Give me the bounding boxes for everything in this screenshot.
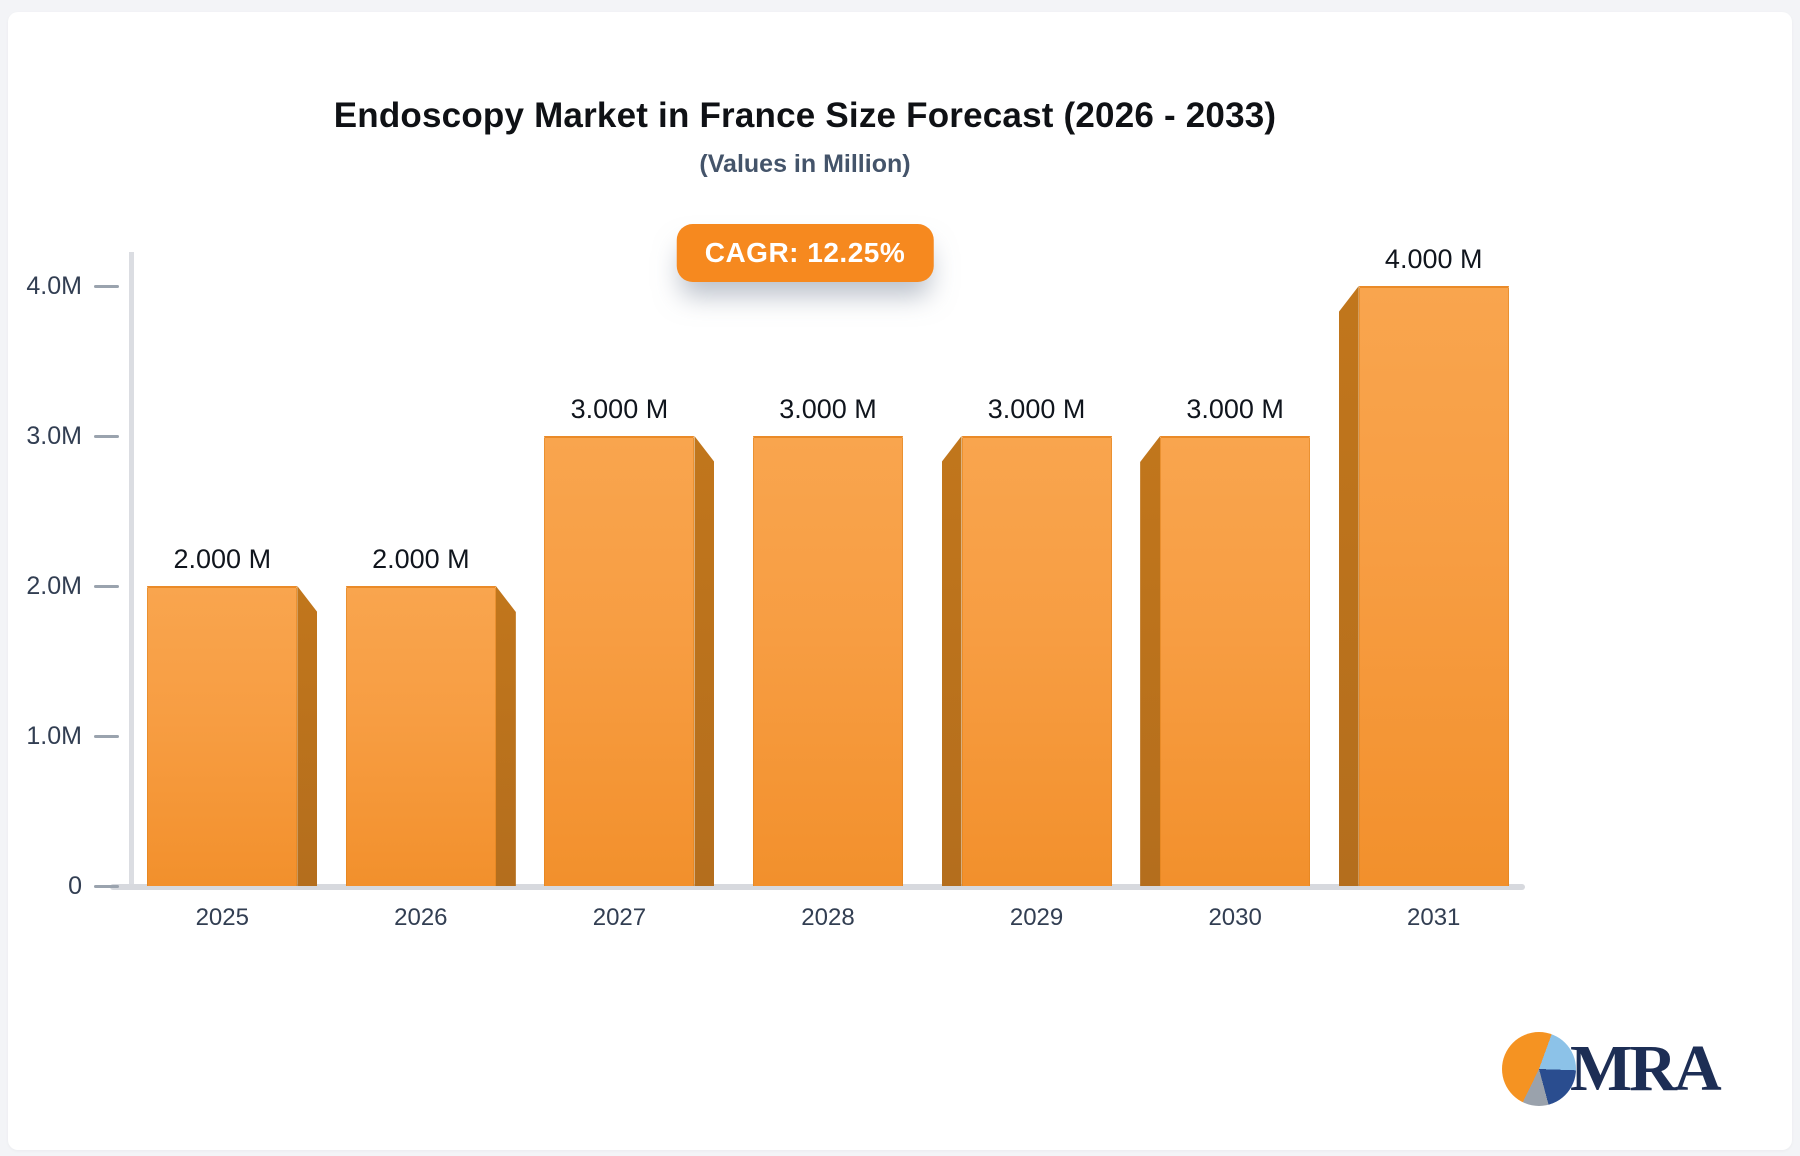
bar-3d-shade-2030 bbox=[1140, 436, 1161, 886]
x-tick-label-2025: 2025 bbox=[195, 904, 249, 931]
x-tick-label-2028: 2028 bbox=[801, 904, 855, 931]
bar-value-label-2031: 4.000 M bbox=[1384, 244, 1483, 274]
x-tick-label-2026: 2026 bbox=[394, 904, 448, 931]
x-tick-label-2027: 2027 bbox=[592, 904, 647, 931]
bar-value-label-2029: 3.000 M bbox=[987, 394, 1086, 424]
y-axis-line bbox=[129, 252, 134, 890]
bar-3d-shade-2031 bbox=[1338, 286, 1359, 886]
bar-2031 bbox=[1358, 286, 1509, 886]
chart-subtitle: (Values in Million) bbox=[699, 150, 911, 178]
mra-logo: MRA bbox=[1502, 1032, 1722, 1106]
chart-title: Endoscopy Market in France Size Forecast… bbox=[333, 96, 1277, 135]
bar-2026 bbox=[345, 586, 496, 886]
y-tick-label: 1.0M bbox=[26, 722, 82, 750]
pie-chart-logo-icon bbox=[1502, 1032, 1576, 1106]
x-tick-label-2031: 2031 bbox=[1407, 904, 1461, 931]
bar-2030 bbox=[1160, 436, 1311, 886]
bar-value-label-2026: 2.000 M bbox=[372, 544, 470, 574]
bar-3d-shade-2026 bbox=[495, 586, 516, 886]
bar-2027 bbox=[544, 436, 695, 886]
bar-2025 bbox=[147, 586, 298, 886]
bar-value-label-2028: 3.000 M bbox=[779, 394, 877, 424]
bar-2029 bbox=[961, 436, 1112, 886]
y-tick-label: 4.0M bbox=[26, 272, 82, 300]
x-tick-label-2030: 2030 bbox=[1208, 904, 1262, 931]
y-tick-label: 2.0M bbox=[26, 572, 82, 600]
y-tick-dash bbox=[94, 284, 119, 288]
bar-3d-shade-2027 bbox=[694, 436, 715, 886]
bar-3d-shade-2029 bbox=[941, 436, 962, 886]
y-tick-dash bbox=[94, 434, 119, 438]
bar-value-label-2027: 3.000 M bbox=[570, 394, 669, 424]
x-axis-line bbox=[110, 884, 1525, 890]
x-tick-label-2029: 2029 bbox=[1009, 904, 1064, 931]
bar-value-label-2025: 2.000 M bbox=[173, 544, 272, 574]
y-tick-dash bbox=[94, 584, 119, 588]
y-tick-dash bbox=[94, 884, 119, 888]
logo-text: MRA bbox=[1570, 1032, 1722, 1105]
cagr-badge: CAGR: 12.25% bbox=[676, 224, 934, 282]
bar-3d-shade-2025 bbox=[297, 586, 318, 886]
y-tick-label: 0 bbox=[68, 872, 82, 900]
y-tick-label: 3.0M bbox=[26, 422, 82, 450]
bar-value-label-2030: 3.000 M bbox=[1186, 394, 1284, 424]
y-tick-dash bbox=[94, 734, 119, 738]
bar-2028 bbox=[753, 436, 903, 886]
